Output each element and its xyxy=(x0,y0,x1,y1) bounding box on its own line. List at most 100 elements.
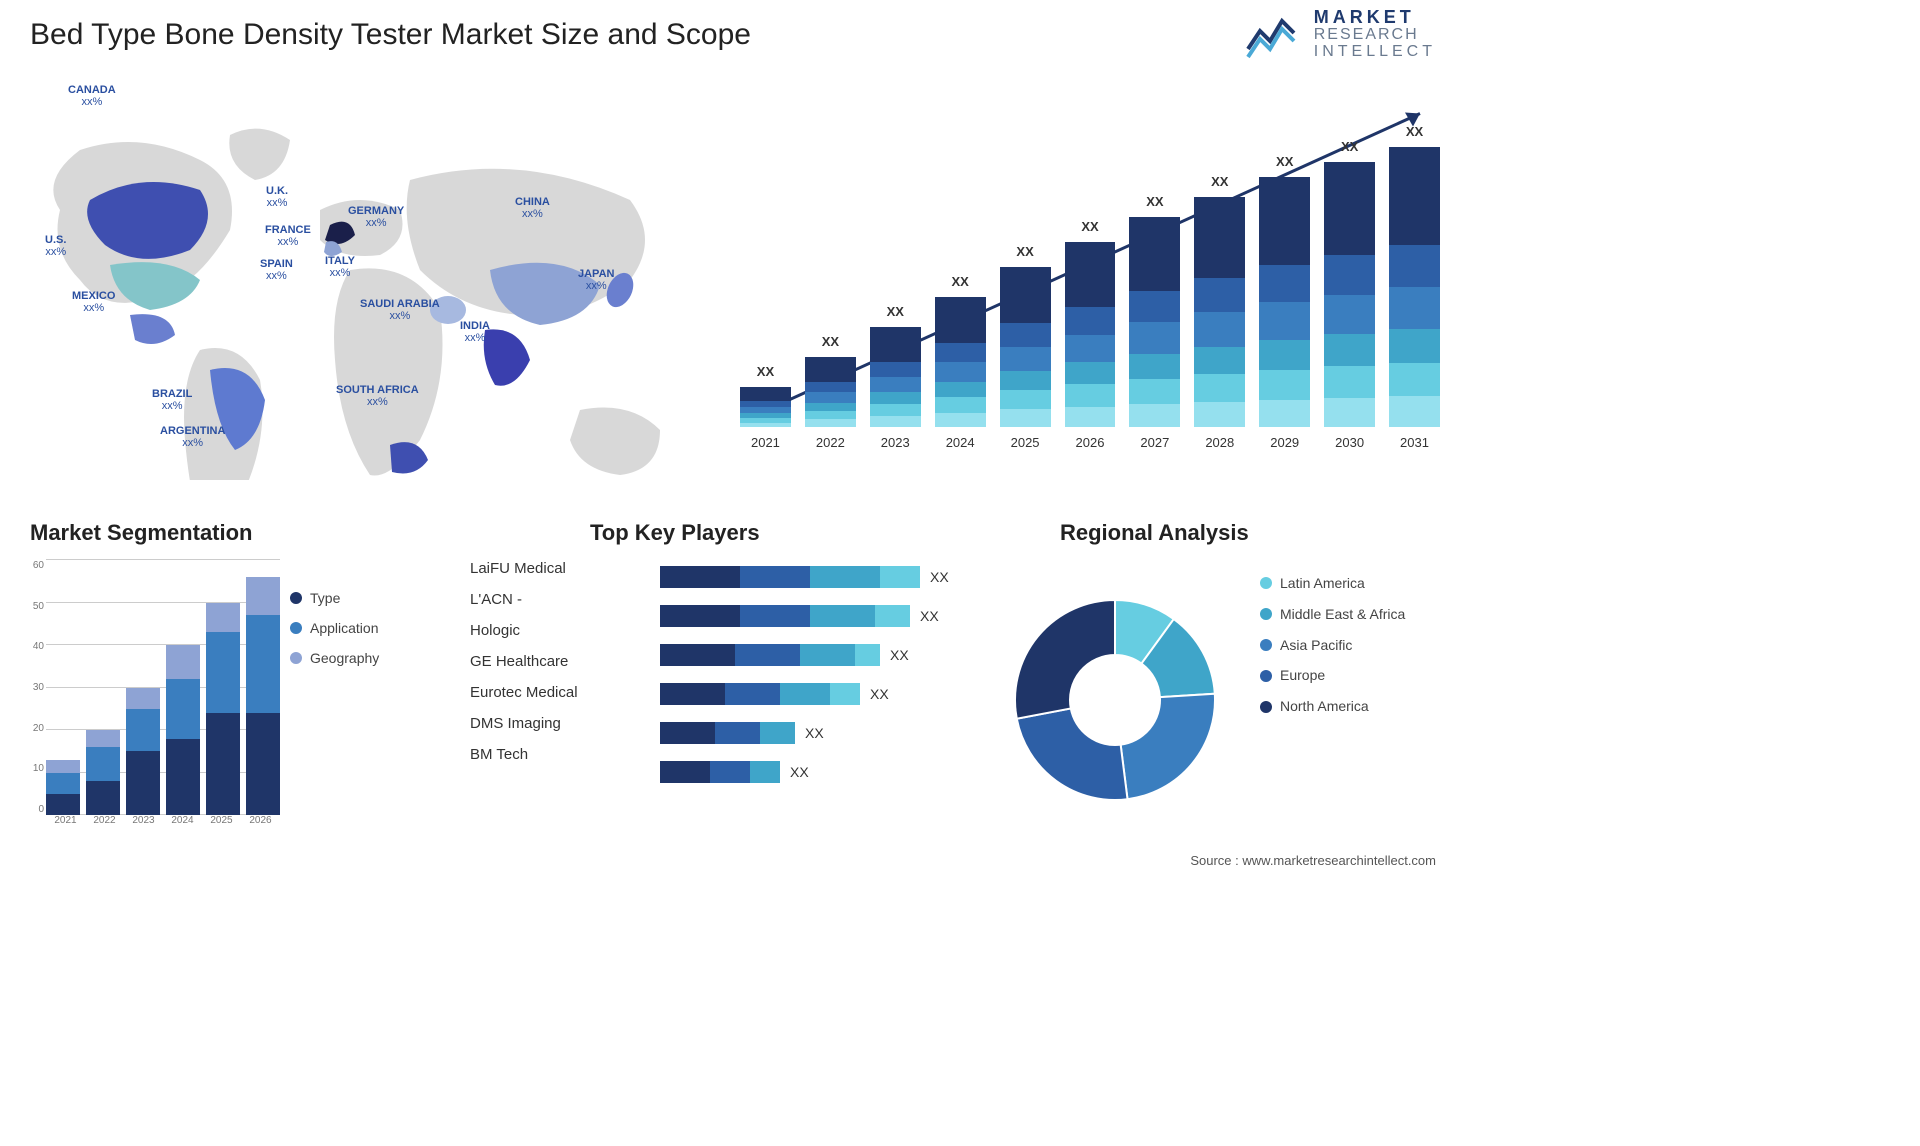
map-label-us: U.S.xx% xyxy=(45,234,66,258)
map-label-canada: CANADAxx% xyxy=(68,84,116,108)
key-player-bar-row: XX xyxy=(660,566,990,588)
key-player-value: XX xyxy=(870,686,889,702)
source-text: Source : www.marketresearchintellect.com xyxy=(1190,853,1436,868)
growth-col-2027: XX 2027 xyxy=(1129,194,1180,450)
growth-col-2022: XX 2022 xyxy=(805,334,856,450)
seg-col-2023 xyxy=(126,688,160,816)
segmentation-chart: 6050403020100 202120222023202420252026 T… xyxy=(20,560,460,840)
growth-value-label: XX xyxy=(1341,139,1358,154)
seg-col-2026 xyxy=(246,577,280,815)
donut-slice-europe xyxy=(1017,708,1128,800)
key-player-bar-row: XX xyxy=(660,644,990,666)
growth-year-label: 2031 xyxy=(1400,435,1429,450)
map-label-germany: GERMANYxx% xyxy=(348,205,404,229)
logo-line2: RESEARCH xyxy=(1314,27,1436,44)
region-legend-middle-east---africa: Middle East & Africa xyxy=(1260,606,1450,623)
map-label-spain: SPAINxx% xyxy=(260,258,293,282)
key-player-bar-row: XX xyxy=(660,683,990,705)
growth-year-label: 2028 xyxy=(1205,435,1234,450)
growth-year-label: 2021 xyxy=(751,435,780,450)
map-label-saudiarabia: SAUDI ARABIAxx% xyxy=(360,298,440,322)
map-label-italy: ITALYxx% xyxy=(325,255,355,279)
key-player-name: L'ACN - xyxy=(470,591,640,608)
key-player-name: DMS Imaging xyxy=(470,715,640,732)
growth-col-2024: XX 2024 xyxy=(935,274,986,450)
region-legend-latin-america: Latin America xyxy=(1260,575,1450,592)
key-players-chart: LaiFU Medical L'ACN - Hologic GE Healthcare… xyxy=(470,560,990,840)
growth-value-label: XX xyxy=(1146,194,1163,209)
map-label-brazil: BRAZILxx% xyxy=(152,388,192,412)
donut-svg xyxy=(1000,585,1230,815)
seg-col-2022 xyxy=(86,730,120,815)
growth-col-2028: XX 2028 xyxy=(1194,174,1245,450)
growth-year-label: 2027 xyxy=(1140,435,1169,450)
regional-title: Regional Analysis xyxy=(1060,520,1249,546)
logo-line3: INTELLECT xyxy=(1314,44,1436,61)
key-player-value: XX xyxy=(930,569,949,585)
growth-col-2025: XX 2025 xyxy=(1000,244,1051,450)
growth-col-2026: XX 2026 xyxy=(1065,219,1116,450)
region-legend-north-america: North America xyxy=(1260,698,1450,715)
growth-year-label: 2026 xyxy=(1076,435,1105,450)
growth-value-label: XX xyxy=(1276,154,1293,169)
map-label-india: INDIAxx% xyxy=(460,320,490,344)
key-players-title: Top Key Players xyxy=(590,520,760,546)
seg-col-2024 xyxy=(166,645,200,815)
brand-logo: MARKET RESEARCH INTELLECT xyxy=(1246,8,1436,60)
growth-col-2031: XX 2031 xyxy=(1389,124,1440,450)
key-player-name: GE Healthcare xyxy=(470,653,640,670)
growth-year-label: 2025 xyxy=(1011,435,1040,450)
growth-year-label: 2029 xyxy=(1270,435,1299,450)
segmentation-title: Market Segmentation xyxy=(30,520,253,546)
growth-col-2021: XX 2021 xyxy=(740,364,791,450)
key-player-bar-row: XX xyxy=(660,605,990,627)
growth-value-label: XX xyxy=(1016,244,1033,259)
key-player-value: XX xyxy=(790,764,809,780)
map-label-france: FRANCExx% xyxy=(265,224,311,248)
key-player-bar-row: XX xyxy=(660,722,990,744)
seg-legend-geography: Geography xyxy=(290,650,460,666)
map-label-japan: JAPANxx% xyxy=(578,268,614,292)
growth-value-label: XX xyxy=(1211,174,1228,189)
growth-year-label: 2030 xyxy=(1335,435,1364,450)
map-label-mexico: MEXICOxx% xyxy=(72,290,115,314)
page-title: Bed Type Bone Density Tester Market Size… xyxy=(30,18,751,52)
growth-value-label: XX xyxy=(887,304,904,319)
growth-year-label: 2023 xyxy=(881,435,910,450)
key-player-value: XX xyxy=(890,647,909,663)
donut-slice-north-america xyxy=(1015,600,1115,719)
key-player-name: Eurotec Medical xyxy=(470,684,640,701)
world-map: CANADAxx% U.S.xx% MEXICOxx% BRAZILxx% ARGENT… xyxy=(20,80,710,480)
key-player-name: BM Tech xyxy=(470,746,640,763)
seg-legend-application: Application xyxy=(290,620,460,636)
key-player-name: Hologic xyxy=(470,622,640,639)
region-legend-asia-pacific: Asia Pacific xyxy=(1260,637,1450,654)
key-player-bar-row: XX xyxy=(660,761,990,783)
key-player-value: XX xyxy=(805,725,824,741)
key-player-value: XX xyxy=(920,608,939,624)
growth-value-label: XX xyxy=(952,274,969,289)
region-legend-europe: Europe xyxy=(1260,667,1450,684)
map-label-uk: U.K.xx% xyxy=(266,185,288,209)
growth-value-label: XX xyxy=(1406,124,1423,139)
seg-col-2021 xyxy=(46,760,80,815)
growth-year-label: 2022 xyxy=(816,435,845,450)
key-player-name: LaiFU Medical xyxy=(470,560,640,577)
logo-line1: MARKET xyxy=(1314,8,1436,27)
logo-mark-icon xyxy=(1246,9,1304,59)
donut-slice-asia-pacific xyxy=(1121,694,1215,799)
growth-value-label: XX xyxy=(1081,219,1098,234)
map-label-southafrica: SOUTH AFRICAxx% xyxy=(336,384,419,408)
growth-value-label: XX xyxy=(822,334,839,349)
regional-donut-chart: Latin America Middle East & Africa Asia Pa… xyxy=(1000,555,1450,845)
growth-bar-chart: XX 2021 XX 2022 XX 2023 XX 2024 XX 2025 XX 2026 XX 20… xyxy=(740,88,1440,478)
map-label-china: CHINAxx% xyxy=(515,196,550,220)
growth-col-2030: XX 2030 xyxy=(1324,139,1375,450)
seg-legend-type: Type xyxy=(290,590,460,606)
growth-col-2029: XX 2029 xyxy=(1259,154,1310,450)
map-label-argentina: ARGENTINAxx% xyxy=(160,425,225,449)
growth-value-label: XX xyxy=(757,364,774,379)
growth-col-2023: XX 2023 xyxy=(870,304,921,450)
seg-col-2025 xyxy=(206,603,240,816)
growth-year-label: 2024 xyxy=(946,435,975,450)
